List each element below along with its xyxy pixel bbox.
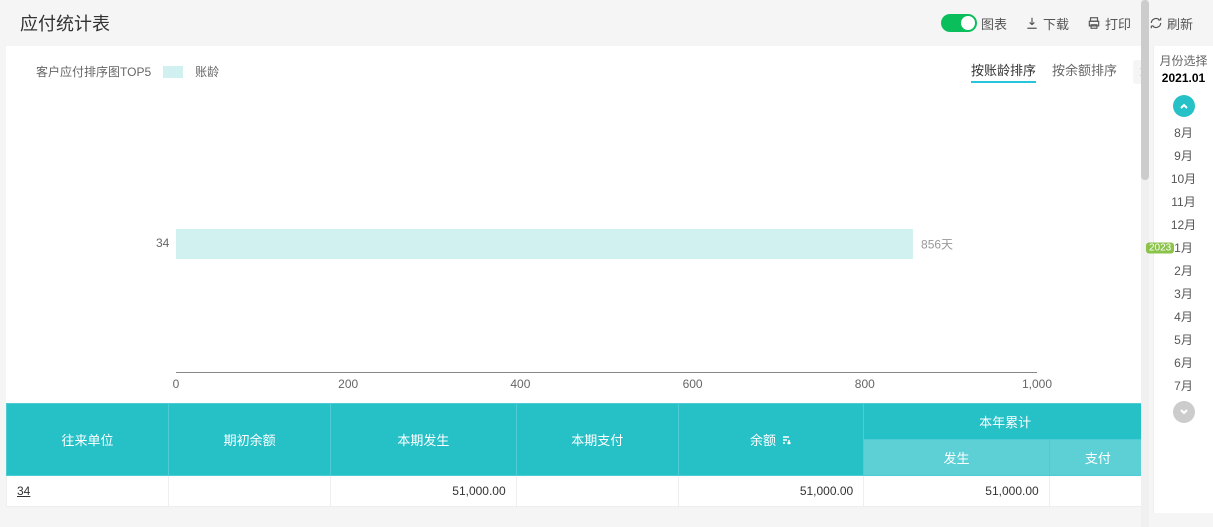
month-item[interactable]: 12月 [1154,213,1213,236]
month-item[interactable]: 11月 [1154,190,1213,213]
month-item[interactable]: 3月 [1154,282,1213,305]
sort-tabs: 按账龄排序 按余额排序 [971,60,1117,83]
chevron-down-icon [1179,407,1189,417]
col-balance-label: 余额 [750,430,776,449]
sort-by-balance-tab[interactable]: 按余额排序 [1052,60,1117,83]
chart-legend: 客户应付排序图TOP5 账龄 [36,63,219,80]
chart-toggle-label: 图表 [981,14,1007,33]
col-year-occur[interactable]: 发生 [864,440,1049,476]
year-badge: 2023 [1146,242,1174,253]
cell-current-pay [516,476,678,507]
chart-y-label: 34 [156,236,169,250]
month-picker-current: 2021.01 [1154,71,1213,91]
header-actions: 图表 下载 打印 刷新 [941,14,1193,33]
chart-body: 34 856天 02004006008001,000 [36,103,1117,383]
month-item[interactable]: 5月 [1154,328,1213,351]
chart-bar-value: 856天 [921,236,953,253]
cell-unit[interactable]: 34 [7,476,169,507]
month-item[interactable]: 8月 [1154,121,1213,144]
cell-year-pay [1049,476,1146,507]
x-tick: 600 [683,377,703,391]
x-tick: 0 [173,377,180,391]
month-scroll-up-button[interactable] [1173,95,1195,117]
month-item[interactable]: 6月 [1154,351,1213,374]
print-label: 打印 [1105,14,1131,33]
col-year-total: 本年累计 [864,404,1147,440]
x-tick: 800 [855,377,875,391]
download-button[interactable]: 下载 [1025,14,1069,33]
month-picker-title: 月份选择 [1154,46,1213,71]
download-label: 下载 [1043,14,1069,33]
month-scroll-down-button[interactable] [1173,401,1195,423]
col-opening[interactable]: 期初余额 [169,404,331,476]
chart-x-axis: 02004006008001,000 [176,372,1037,373]
col-current-occur[interactable]: 本期发生 [331,404,516,476]
month-picker-panel: 月份选择 2021.01 8月9月10月11月12月1月20232月3月4月5月… [1153,46,1213,513]
cell-balance: 51,000.00 [678,476,863,507]
month-item[interactable]: 4月 [1154,305,1213,328]
col-unit[interactable]: 往来单位 [7,404,169,476]
data-table: 往来单位 期初余额 本期发生 本期支付 余额 本年累计 发 [6,403,1147,507]
chart-bar-track: 856天 [176,229,1037,259]
x-tick: 200 [338,377,358,391]
month-item[interactable]: 9月 [1154,144,1213,167]
chart-area: 客户应付排序图TOP5 账龄 按账龄排序 按余额排序 34 856天 02004… [6,46,1147,393]
table-row: 3451,000.0051,000.0051,000.00 [7,476,1147,507]
col-balance[interactable]: 余额 [678,404,863,476]
page-title: 应付统计表 [20,10,110,36]
scrollbar-track[interactable] [1141,0,1149,527]
download-icon [1025,16,1039,30]
legend-label: 账龄 [195,63,219,80]
chart-bar-fill [176,229,913,259]
table-body: 3451,000.0051,000.0051,000.00 [7,476,1147,507]
x-tick: 1,000 [1022,377,1052,391]
refresh-button[interactable]: 刷新 [1149,14,1193,33]
x-tick: 400 [510,377,530,391]
month-item[interactable]: 10月 [1154,167,1213,190]
cell-year-occur: 51,000.00 [864,476,1049,507]
cell-current-occur: 51,000.00 [331,476,516,507]
chart-toggle[interactable]: 图表 [941,14,1007,33]
chart-title: 客户应付排序图TOP5 [36,63,151,80]
col-year-pay[interactable]: 支付 [1049,440,1146,476]
scrollbar-thumb[interactable] [1141,0,1149,180]
refresh-label: 刷新 [1167,14,1193,33]
chevron-up-icon [1179,101,1189,111]
print-icon [1087,16,1101,30]
toggle-switch-icon [941,14,977,32]
col-current-pay[interactable]: 本期支付 [516,404,678,476]
refresh-icon [1149,16,1163,30]
month-item[interactable]: 7月 [1154,374,1213,397]
month-item[interactable]: 1月2023 [1154,236,1213,259]
sort-by-age-tab[interactable]: 按账龄排序 [971,60,1036,83]
cell-opening [169,476,331,507]
print-button[interactable]: 打印 [1087,14,1131,33]
month-list: 8月9月10月11月12月1月20232月3月4月5月6月7月 [1154,121,1213,397]
legend-swatch-icon [163,66,183,78]
sort-desc-icon [780,434,792,446]
month-item[interactable]: 2月 [1154,259,1213,282]
